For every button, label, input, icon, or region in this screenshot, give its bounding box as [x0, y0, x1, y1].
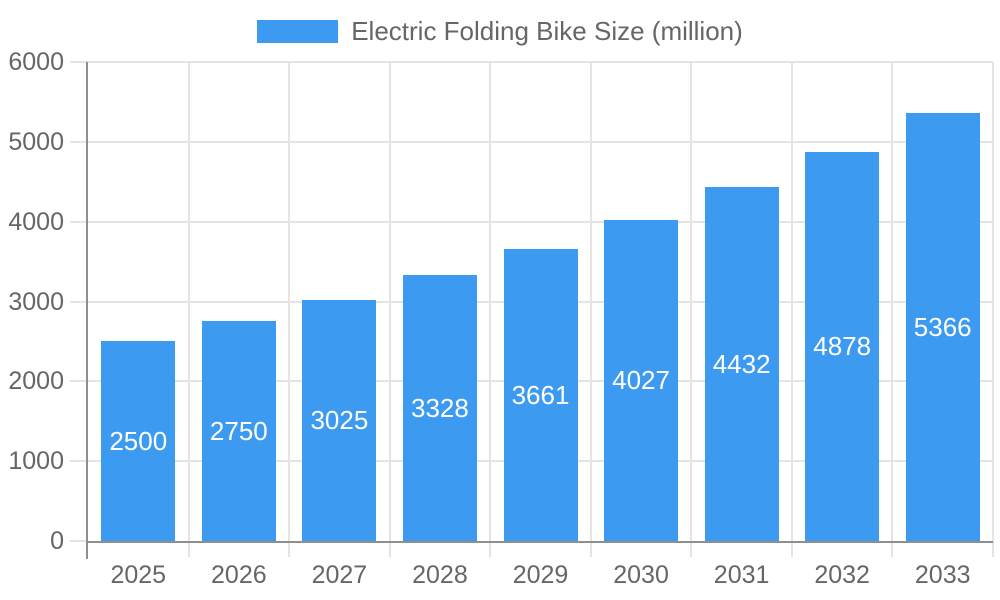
- x-gridline: [288, 62, 291, 541]
- x-tick: [891, 541, 894, 557]
- y-tick: [70, 140, 88, 143]
- x-tick: [489, 541, 492, 557]
- bar[interactable]: 4878: [805, 151, 880, 541]
- legend-label: Electric Folding Bike Size (million): [351, 16, 743, 46]
- x-tick-label: 2025: [110, 561, 167, 589]
- x-axis-line: [88, 541, 993, 543]
- x-gridline: [690, 62, 693, 541]
- x-tick: [187, 541, 190, 557]
- y-tick: [70, 61, 88, 63]
- bar[interactable]: 5366: [905, 112, 980, 541]
- y-gridline: [88, 220, 993, 223]
- y-gridline: [88, 61, 993, 63]
- x-tick: [992, 541, 994, 557]
- bar[interactable]: 2500: [101, 341, 176, 541]
- bar[interactable]: 4027: [604, 219, 679, 541]
- x-gridline: [489, 62, 492, 541]
- x-gridline: [388, 62, 391, 541]
- y-tick: [70, 300, 88, 303]
- bar-value-label: 2750: [209, 416, 268, 447]
- y-tick-label: 4000: [8, 207, 64, 236]
- x-gridline: [891, 62, 894, 541]
- bar-value-label: 4027: [612, 365, 670, 396]
- bar-value-label: 3661: [511, 379, 570, 410]
- bar[interactable]: 3328: [402, 275, 477, 541]
- legend-swatch: [257, 19, 339, 43]
- bar[interactable]: 2750: [201, 321, 276, 541]
- y-tick: [70, 540, 88, 542]
- x-tick: [288, 541, 291, 557]
- y-tick: [70, 460, 88, 463]
- x-gridline: [992, 62, 994, 541]
- y-tick: [70, 220, 88, 223]
- x-tick-label: 2032: [814, 561, 870, 589]
- bar[interactable]: 4432: [704, 187, 779, 541]
- bar[interactable]: 3661: [503, 248, 578, 541]
- x-tick: [388, 541, 391, 557]
- legend-item[interactable]: Electric Folding Bike Size (million): [0, 8, 1000, 54]
- bar-value-label: 4432: [712, 349, 771, 380]
- x-tick-label: 2030: [613, 561, 669, 589]
- x-tick-label: 2027: [311, 561, 368, 589]
- x-tick-label: 2028: [412, 561, 468, 589]
- x-gridline: [589, 62, 592, 541]
- x-gridline: [790, 62, 793, 541]
- x-gridline: [187, 62, 190, 541]
- y-axis-line: [86, 62, 88, 559]
- x-tick: [589, 541, 592, 557]
- y-tick-label: 5000: [8, 127, 64, 156]
- bar-value-label: 4878: [813, 331, 872, 362]
- x-tick-label: 2029: [512, 561, 569, 589]
- y-tick-label: 2000: [8, 367, 64, 396]
- bar-value-label: 5366: [913, 311, 972, 342]
- bar-value-label: 2500: [109, 426, 168, 457]
- x-tick-label: 2031: [713, 561, 770, 589]
- bar-value-label: 3025: [310, 405, 369, 436]
- y-tick-label: 3000: [8, 287, 64, 316]
- y-tick-label: 0: [50, 527, 64, 555]
- x-tick-label: 2033: [914, 561, 971, 589]
- y-tick-label: 1000: [8, 447, 64, 476]
- x-tick-label: 2026: [211, 561, 267, 589]
- x-tick: [790, 541, 793, 557]
- y-tick-label: 6000: [8, 48, 64, 76]
- bar[interactable]: 3025: [302, 299, 377, 541]
- x-tick: [690, 541, 693, 557]
- bar-value-label: 3328: [411, 393, 469, 424]
- y-gridline: [88, 140, 993, 143]
- y-tick: [70, 380, 88, 383]
